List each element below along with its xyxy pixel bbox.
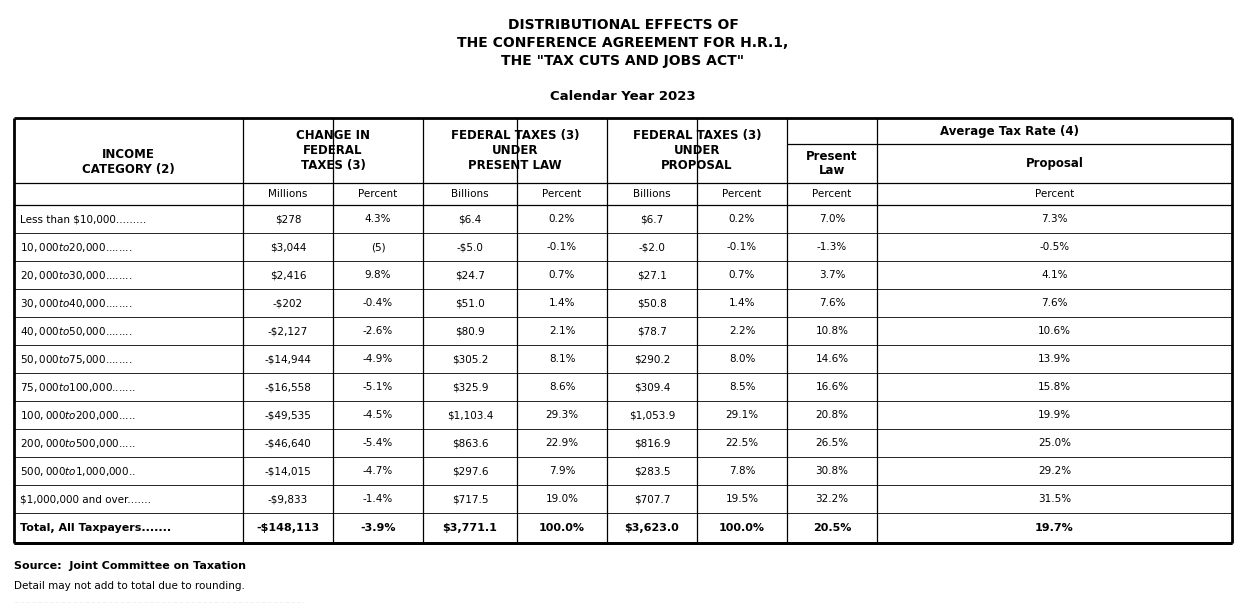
Text: 20.8%: 20.8%	[815, 410, 849, 420]
Text: Proposal: Proposal	[1025, 157, 1084, 170]
Text: 7.9%: 7.9%	[548, 466, 576, 476]
Text: 9.8%: 9.8%	[365, 270, 391, 280]
Text: 19.9%: 19.9%	[1038, 410, 1072, 420]
Text: 100.0%: 100.0%	[719, 523, 765, 533]
Text: 29.1%: 29.1%	[725, 410, 759, 420]
Text: $3,623.0: $3,623.0	[624, 523, 679, 533]
Text: 100.0%: 100.0%	[540, 523, 586, 533]
Text: $3,044: $3,044	[270, 242, 307, 252]
Text: $309.4: $309.4	[634, 382, 670, 392]
Text: 32.2%: 32.2%	[815, 494, 849, 504]
Text: Percent: Percent	[723, 189, 761, 199]
Text: 10.8%: 10.8%	[815, 326, 849, 336]
Text: -1.4%: -1.4%	[363, 494, 394, 504]
Text: (5): (5)	[371, 242, 385, 252]
Text: Percent: Percent	[359, 189, 397, 199]
Text: Present
Law: Present Law	[806, 150, 857, 177]
Text: 7.6%: 7.6%	[819, 298, 845, 308]
Text: $305.2: $305.2	[452, 354, 488, 364]
Text: Percent: Percent	[1035, 189, 1074, 199]
Text: -0.5%: -0.5%	[1039, 242, 1069, 252]
Text: 10.6%: 10.6%	[1038, 326, 1072, 336]
Text: $100,000 to $200,000.....: $100,000 to $200,000.....	[20, 408, 136, 421]
Text: FEDERAL TAXES (3)
UNDER
PROPOSAL: FEDERAL TAXES (3) UNDER PROPOSAL	[633, 129, 761, 172]
Text: $863.6: $863.6	[452, 438, 488, 448]
Text: 29.2%: 29.2%	[1038, 466, 1072, 476]
Text: $3,771.1: $3,771.1	[442, 523, 497, 533]
Text: -$202: -$202	[273, 298, 303, 308]
Text: -$49,535: -$49,535	[264, 410, 312, 420]
Text: -0.4%: -0.4%	[363, 298, 392, 308]
Text: $27.1: $27.1	[637, 270, 667, 280]
Text: 19.5%: 19.5%	[725, 494, 759, 504]
Text: $2,416: $2,416	[269, 270, 307, 280]
Text: -$14,015: -$14,015	[264, 466, 312, 476]
Text: 0.7%: 0.7%	[729, 270, 755, 280]
Text: INCOME
CATEGORY (2): INCOME CATEGORY (2)	[82, 148, 174, 175]
Text: 2.2%: 2.2%	[729, 326, 755, 336]
Text: Total, All Taxpayers.......: Total, All Taxpayers.......	[20, 523, 171, 533]
Text: -0.1%: -0.1%	[726, 242, 758, 252]
Text: 8.6%: 8.6%	[548, 382, 576, 392]
Text: 0.2%: 0.2%	[548, 214, 576, 224]
Text: 1.4%: 1.4%	[729, 298, 755, 308]
Text: 8.0%: 8.0%	[729, 354, 755, 364]
Text: 4.1%: 4.1%	[1042, 270, 1068, 280]
Text: $78.7: $78.7	[637, 326, 667, 336]
Text: 30.8%: 30.8%	[815, 466, 849, 476]
Text: -3.9%: -3.9%	[360, 523, 396, 533]
Text: THE CONFERENCE AGREEMENT FOR H.R.1,: THE CONFERENCE AGREEMENT FOR H.R.1,	[457, 36, 789, 50]
Text: 20.5%: 20.5%	[812, 523, 851, 533]
Text: $325.9: $325.9	[452, 382, 488, 392]
Text: $290.2: $290.2	[634, 354, 670, 364]
Text: $20,000 to $30,000........: $20,000 to $30,000........	[20, 268, 132, 282]
Text: -4.9%: -4.9%	[363, 354, 394, 364]
Text: $1,103.4: $1,103.4	[447, 410, 493, 420]
Text: -5.1%: -5.1%	[363, 382, 394, 392]
Text: -4.5%: -4.5%	[363, 410, 394, 420]
Text: 7.3%: 7.3%	[1042, 214, 1068, 224]
Text: $24.7: $24.7	[455, 270, 485, 280]
Text: 13.9%: 13.9%	[1038, 354, 1072, 364]
Text: 0.2%: 0.2%	[729, 214, 755, 224]
Text: $707.7: $707.7	[634, 494, 670, 504]
Text: -4.7%: -4.7%	[363, 466, 394, 476]
Text: Average Tax Rate (4): Average Tax Rate (4)	[939, 124, 1079, 137]
Text: Less than $10,000.........: Less than $10,000.........	[20, 214, 146, 224]
Text: $40,000 to $50,000........: $40,000 to $50,000........	[20, 324, 132, 338]
Text: 15.8%: 15.8%	[1038, 382, 1072, 392]
Text: -2.6%: -2.6%	[363, 326, 394, 336]
Text: $80.9: $80.9	[455, 326, 485, 336]
Text: 4.3%: 4.3%	[365, 214, 391, 224]
Text: 2.1%: 2.1%	[548, 326, 576, 336]
Text: $75,000 to $100,000.......: $75,000 to $100,000.......	[20, 380, 136, 394]
Text: 31.5%: 31.5%	[1038, 494, 1072, 504]
Text: DISTRIBUTIONAL EFFECTS OF: DISTRIBUTIONAL EFFECTS OF	[507, 18, 739, 32]
Text: Percent: Percent	[542, 189, 582, 199]
Text: $50,000 to $75,000........: $50,000 to $75,000........	[20, 353, 132, 365]
Text: Detail may not add to total due to rounding.: Detail may not add to total due to round…	[14, 581, 245, 591]
Text: 22.9%: 22.9%	[546, 438, 578, 448]
Text: 16.6%: 16.6%	[815, 382, 849, 392]
Text: 25.0%: 25.0%	[1038, 438, 1072, 448]
Text: -$9,833: -$9,833	[268, 494, 308, 504]
Text: $1,000,000 and over.......: $1,000,000 and over.......	[20, 494, 151, 504]
Text: 14.6%: 14.6%	[815, 354, 849, 364]
Text: -$14,944: -$14,944	[264, 354, 312, 364]
Text: Billions: Billions	[451, 189, 488, 199]
Text: $50.8: $50.8	[637, 298, 667, 308]
Text: Billions: Billions	[633, 189, 670, 199]
Text: Calendar Year 2023: Calendar Year 2023	[551, 90, 695, 103]
Text: CHANGE IN
FEDERAL
TAXES (3): CHANGE IN FEDERAL TAXES (3)	[297, 129, 370, 172]
Text: $6.4: $6.4	[459, 214, 482, 224]
Text: $816.9: $816.9	[634, 438, 670, 448]
Text: -$2.0: -$2.0	[638, 242, 665, 252]
Text: 8.5%: 8.5%	[729, 382, 755, 392]
Text: $283.5: $283.5	[634, 466, 670, 476]
Text: $717.5: $717.5	[452, 494, 488, 504]
Text: $278: $278	[275, 214, 302, 224]
Text: 8.1%: 8.1%	[548, 354, 576, 364]
Text: -1.3%: -1.3%	[817, 242, 847, 252]
Text: Source:  Joint Committee on Taxation: Source: Joint Committee on Taxation	[14, 561, 245, 571]
Text: -$148,113: -$148,113	[257, 523, 319, 533]
